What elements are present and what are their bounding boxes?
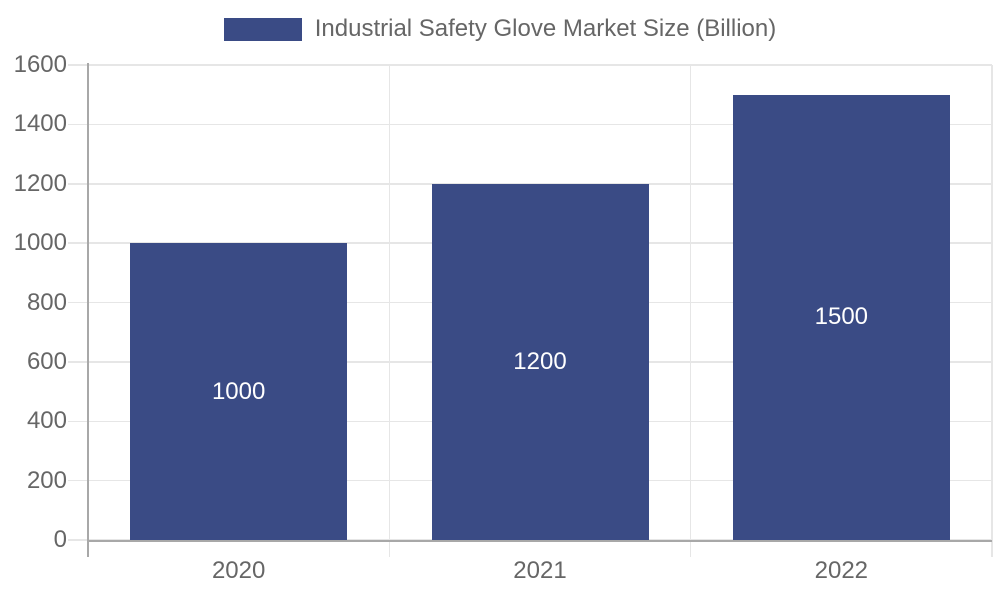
bar-2022: 1500 — [732, 94, 950, 540]
y-tick-label-1600: 1600 — [13, 51, 67, 78]
legend[interactable]: Industrial Safety Glove Market Size (Bil… — [0, 16, 1000, 42]
x-tick-label-2020: 2020 — [211, 557, 266, 584]
bar-value-label: 1200 — [513, 347, 567, 375]
bar-2021: 1200 — [431, 183, 649, 540]
y-tick-label-1400: 1400 — [13, 110, 67, 138]
legend-label: Industrial Safety Glove Market Size (Bil… — [314, 15, 777, 42]
y-tick-label-1000: 1000 — [13, 229, 67, 257]
y-tick-label-600: 600 — [26, 347, 67, 375]
y-tick-label-800: 800 — [26, 288, 67, 316]
y-tick-label-400: 400 — [26, 407, 67, 435]
bar-2020: 1000 — [130, 243, 348, 540]
bar-value-label: 1500 — [814, 303, 869, 331]
x-gridline-2 — [689, 65, 692, 557]
y-gridline-1600 — [68, 64, 992, 66]
bar-value-label: 1000 — [211, 377, 266, 405]
x-gridline-1 — [388, 65, 391, 557]
y-gridline-1400 — [68, 123, 992, 126]
y-axis-line — [87, 63, 89, 557]
x-gridline-3 — [991, 65, 993, 557]
legend-swatch — [223, 17, 302, 41]
x-tick-label-2022: 2022 — [814, 557, 869, 584]
y-tick-label-0: 0 — [53, 526, 67, 553]
x-tick-label-2021: 2021 — [513, 557, 567, 584]
y-tick-label-200: 200 — [26, 466, 67, 494]
x-axis-line — [87, 540, 992, 542]
y-tick-label-1200: 1200 — [13, 169, 67, 197]
